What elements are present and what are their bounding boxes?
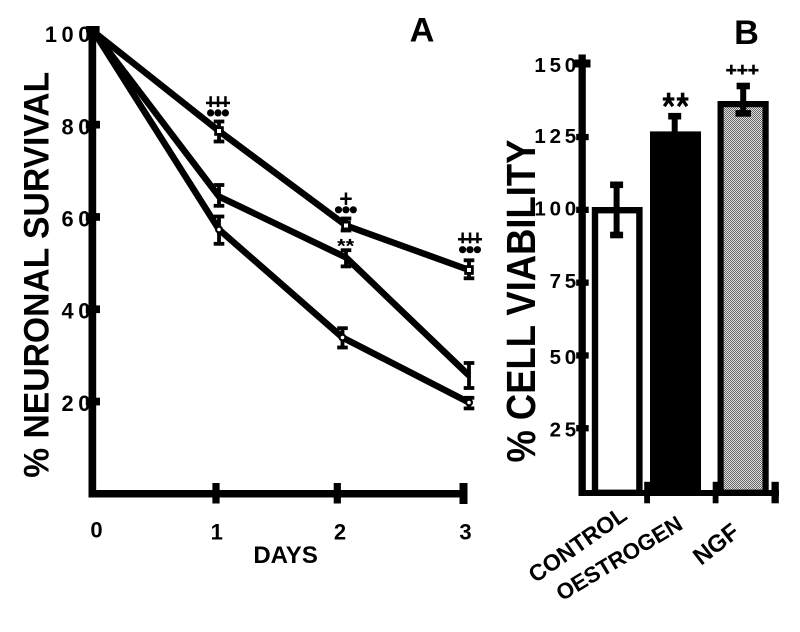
svg-text:150: 150 xyxy=(534,54,580,77)
svg-text:1: 1 xyxy=(211,520,223,545)
svg-text:A: A xyxy=(410,12,435,50)
svg-text:80: 80 xyxy=(62,114,95,139)
svg-text:% CELL VIABILITY: % CELL VIABILITY xyxy=(499,139,544,462)
svg-text:100: 100 xyxy=(45,22,95,47)
svg-text:3: 3 xyxy=(459,520,471,545)
svg-text:100: 100 xyxy=(534,198,580,221)
svg-text:25: 25 xyxy=(550,419,580,442)
svg-text:60: 60 xyxy=(62,207,95,232)
svg-text:DAYS: DAYS xyxy=(253,542,317,569)
svg-text:75: 75 xyxy=(550,270,580,293)
svg-text:20: 20 xyxy=(62,391,95,416)
svg-text:0: 0 xyxy=(90,518,102,543)
svg-text:% NEURONAL SURVIVAL: % NEURONAL SURVIVAL xyxy=(18,72,57,478)
svg-text:50: 50 xyxy=(550,346,580,369)
svg-text:NGF: NGF xyxy=(688,518,745,570)
svg-text:2: 2 xyxy=(334,520,346,545)
svg-text:B: B xyxy=(734,14,759,52)
svg-text:125: 125 xyxy=(534,125,580,148)
svg-text:40: 40 xyxy=(62,298,95,323)
